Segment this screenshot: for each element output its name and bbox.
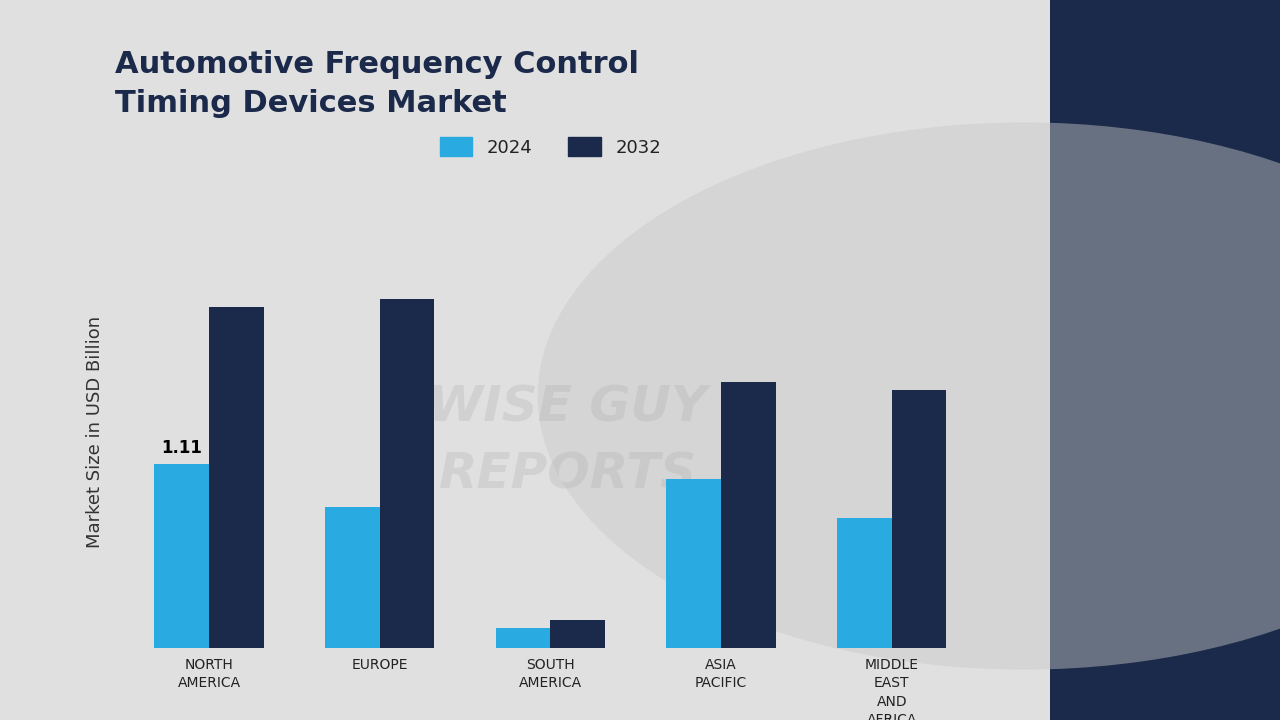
Bar bbox=[892, 390, 946, 648]
Text: 1.11: 1.11 bbox=[161, 439, 202, 457]
Bar bbox=[209, 307, 264, 648]
Bar bbox=[155, 464, 209, 648]
Legend: 2024, 2032: 2024, 2032 bbox=[433, 130, 668, 163]
Bar bbox=[495, 628, 550, 648]
Y-axis label: Market Size in USD Billion: Market Size in USD Billion bbox=[86, 316, 104, 548]
Bar bbox=[837, 518, 892, 648]
Bar bbox=[325, 507, 380, 648]
Text: Automotive Frequency Control
Timing Devices Market: Automotive Frequency Control Timing Devi… bbox=[115, 50, 639, 117]
Bar bbox=[667, 479, 721, 648]
Circle shape bbox=[538, 122, 1280, 670]
Text: WISE GUY
REPORTS: WISE GUY REPORTS bbox=[429, 383, 708, 498]
Bar bbox=[380, 299, 434, 648]
Bar bbox=[721, 382, 776, 648]
Bar bbox=[550, 620, 605, 648]
